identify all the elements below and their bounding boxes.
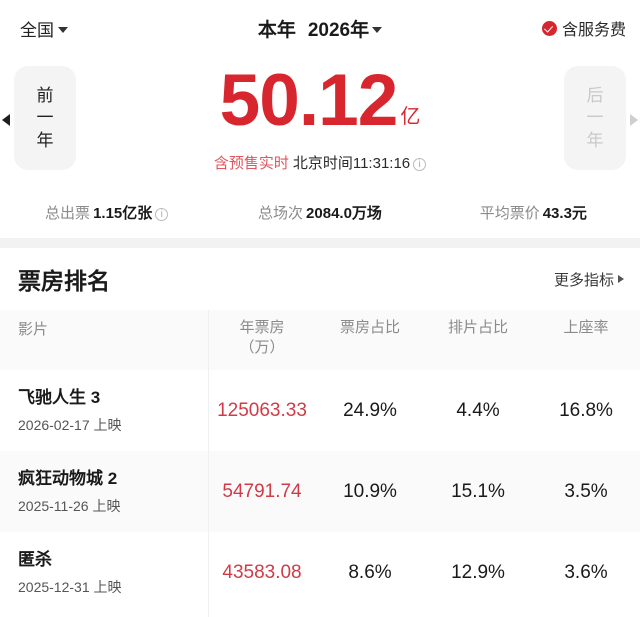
next-year-button[interactable]: 后 一 年 xyxy=(564,66,626,170)
stat-total-sessions: 总场次 2084.0万场 xyxy=(213,202,426,223)
stat-label: 总场次 xyxy=(258,204,304,222)
triangle-left-icon[interactable] xyxy=(2,114,10,126)
film-cell: 飞驰人生 3 2026-02-17 上映 xyxy=(0,386,208,435)
column-header-box-office: 年票房 （万） xyxy=(208,318,316,359)
chevron-down-icon xyxy=(372,27,383,33)
table-row[interactable]: 疯狂动物城 2 2025-11-26 上映 54791.74 10.9% 15.… xyxy=(0,451,640,532)
film-release-date: 2025-12-31 上映 xyxy=(18,578,122,595)
total-box-office: 50.12 亿 xyxy=(0,60,640,141)
film-release-date: 2025-11-26 上映 xyxy=(18,497,121,514)
stat-label: 总出票 xyxy=(45,204,91,222)
top-bar: 全国 本年 2026年 含服务费 xyxy=(0,0,640,56)
hero-subline: 含预售实时 北京时间11:31:16 i xyxy=(0,152,640,173)
column-header-show-share: 排片占比 xyxy=(447,319,508,336)
summary-stats: 总出票 1.15亿张 i 总场次 2084.0万场 平均票价 43.3元 xyxy=(0,186,640,238)
stat-value: 1.15亿张 xyxy=(93,204,153,222)
prev-year-line-2: 一 xyxy=(36,108,54,128)
stat-value: 43.3元 xyxy=(542,204,587,222)
info-circle-icon[interactable]: i xyxy=(155,207,169,221)
cell-seat-rate: 3.5% xyxy=(564,480,608,502)
film-cell: 匿杀 2025-12-31 上映 xyxy=(0,548,208,597)
ranking-header: 票房排名 更多指标 xyxy=(0,248,640,310)
chevron-right-icon xyxy=(618,275,624,283)
cell-show-share: 15.1% xyxy=(451,480,505,502)
cell-show-share: 4.4% xyxy=(456,399,500,421)
period-selector[interactable]: 本年 2026年 xyxy=(0,15,640,42)
triangle-right-icon[interactable] xyxy=(630,114,638,126)
stat-label: 平均票价 xyxy=(479,204,540,222)
time-note: 北京时间11:31:16 xyxy=(292,155,411,172)
total-box-office-value: 50.12 xyxy=(219,60,399,141)
presale-note: 含预售实时 xyxy=(213,155,289,172)
service-fee-toggle[interactable]: 含服务费 xyxy=(541,16,626,40)
prev-year-line-3: 年 xyxy=(36,130,54,150)
next-year-line-1: 后 xyxy=(586,85,604,105)
cell-box-share: 10.9% xyxy=(343,480,397,502)
cell-box-office: 54791.74 xyxy=(222,480,302,502)
film-name: 疯狂动物城 2 xyxy=(18,469,118,489)
hero-section: 前 一 年 50.12 亿 含预售实时 北京时间11:31:16 i 后 一 年 xyxy=(0,56,640,182)
service-fee-label: 含服务费 xyxy=(561,22,626,39)
region-label: 全国 xyxy=(20,20,54,40)
next-year-line-3: 年 xyxy=(586,130,604,150)
column-header-box-share: 票房占比 xyxy=(339,319,400,336)
prev-year-button[interactable]: 前 一 年 xyxy=(14,66,76,170)
column-header-box-office-line2: （万） xyxy=(239,339,285,357)
column-header-box-office-line1: 年票房 xyxy=(239,319,285,336)
column-divider xyxy=(208,310,209,617)
cell-box-office: 43583.08 xyxy=(222,561,302,583)
table-header-row: 影片 年票房 （万） 票房占比 排片占比 上座率 xyxy=(0,310,640,370)
table-row[interactable]: 匿杀 2025-12-31 上映 43583.08 8.6% 12.9% 3.6… xyxy=(0,532,640,613)
next-year-line-2: 一 xyxy=(586,108,604,128)
more-metrics-label: 更多指标 xyxy=(553,271,614,289)
period-label: 本年 xyxy=(257,19,296,41)
cell-box-share: 24.9% xyxy=(343,399,397,421)
cell-seat-rate: 3.6% xyxy=(564,561,608,583)
chevron-down-icon xyxy=(58,27,68,33)
film-release-date: 2026-02-17 上映 xyxy=(18,416,122,433)
year-label: 2026年 xyxy=(307,19,370,41)
stat-value: 2084.0万场 xyxy=(306,204,382,222)
film-name: 飞驰人生 3 xyxy=(18,388,101,408)
cell-box-office: 125063.33 xyxy=(217,399,307,421)
film-cell: 疯狂动物城 2 2025-11-26 上映 xyxy=(0,467,208,516)
check-circle-icon xyxy=(541,20,557,36)
cell-seat-rate: 16.8% xyxy=(559,399,613,421)
column-header-seat-rate: 上座率 xyxy=(563,319,609,336)
more-metrics-button[interactable]: 更多指标 xyxy=(554,269,624,290)
film-name: 匿杀 xyxy=(18,550,52,570)
cell-box-share: 8.6% xyxy=(348,561,392,583)
year-selector[interactable]: 2026年 xyxy=(307,15,383,42)
ranking-table: 影片 年票房 （万） 票房占比 排片占比 上座率 飞驰人生 3 2026-02-… xyxy=(0,310,640,617)
total-box-office-unit: 亿 xyxy=(400,106,421,129)
page-title: 票房排名 xyxy=(18,268,110,294)
column-header-film: 影片 xyxy=(18,321,49,338)
stat-average-price: 平均票价 43.3元 xyxy=(427,202,640,223)
prev-year-line-1: 前 xyxy=(36,85,54,105)
stat-total-tickets: 总出票 1.15亿张 i xyxy=(0,202,213,223)
info-circle-icon[interactable]: i xyxy=(413,158,427,171)
table-row[interactable]: 飞驰人生 3 2026-02-17 上映 125063.33 24.9% 4.4… xyxy=(0,370,640,451)
section-divider xyxy=(0,238,640,248)
cell-show-share: 12.9% xyxy=(451,561,505,583)
region-selector[interactable]: 全国 xyxy=(20,16,68,41)
